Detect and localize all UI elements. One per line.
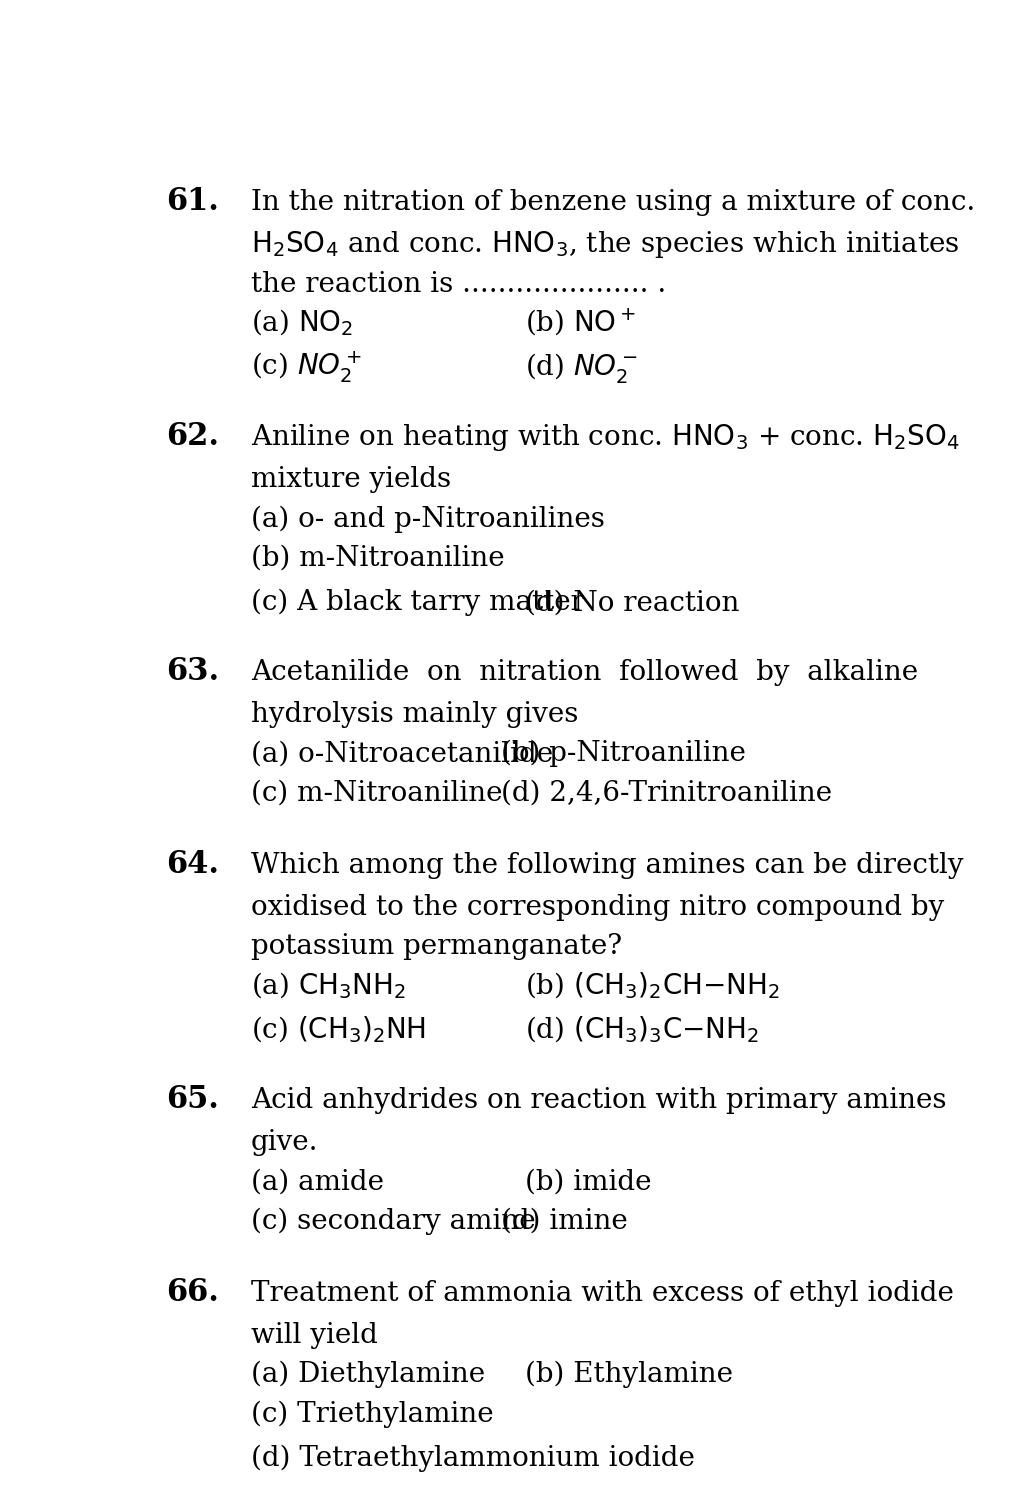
- Text: the reaction is ..................... .: the reaction is ..................... .: [251, 270, 667, 297]
- Text: 61.: 61.: [166, 186, 219, 217]
- Text: Acid anhydrides on reaction with primary amines: Acid anhydrides on reaction with primary…: [251, 1087, 946, 1114]
- Text: oxidised to the corresponding nitro compound by: oxidised to the corresponding nitro comp…: [251, 894, 944, 921]
- Text: (c) secondary amine: (c) secondary amine: [251, 1208, 536, 1235]
- Text: (c) A black tarry matter: (c) A black tarry matter: [251, 589, 584, 616]
- Text: (d) $\mathit{NO_2^-}$: (d) $\mathit{NO_2^-}$: [524, 352, 638, 385]
- Text: (b) $\mathrm{(CH_3)_2CH{-}NH_2}$: (b) $\mathrm{(CH_3)_2CH{-}NH_2}$: [524, 969, 779, 1001]
- Text: (d) Tetraethylammonium iodide: (d) Tetraethylammonium iodide: [251, 1445, 695, 1472]
- Text: (a) $\mathrm{NO_2}$: (a) $\mathrm{NO_2}$: [251, 308, 353, 338]
- Text: (d) No reaction: (d) No reaction: [524, 589, 739, 616]
- Text: 62.: 62.: [166, 421, 219, 451]
- Text: 65.: 65.: [166, 1084, 219, 1114]
- Text: (b) imide: (b) imide: [524, 1169, 651, 1196]
- Text: hydrolysis mainly gives: hydrolysis mainly gives: [251, 701, 579, 728]
- Text: (a) Diethylamine: (a) Diethylamine: [251, 1361, 485, 1388]
- Text: (b) Ethylamine: (b) Ethylamine: [524, 1361, 733, 1388]
- Text: 63.: 63.: [166, 655, 219, 687]
- Text: (c) $\mathrm{(CH_3)_2NH}$: (c) $\mathrm{(CH_3)_2NH}$: [251, 1015, 426, 1045]
- Text: (d) 2,4,6-Trinitroaniline: (d) 2,4,6-Trinitroaniline: [501, 781, 833, 806]
- Text: Treatment of ammonia with excess of ethyl iodide: Treatment of ammonia with excess of ethy…: [251, 1280, 954, 1306]
- Text: (b) m-Nitroaniline: (b) m-Nitroaniline: [251, 545, 505, 572]
- Text: Acetanilide  on  nitration  followed  by  alkaline: Acetanilide on nitration followed by alk…: [251, 658, 919, 686]
- Text: (d) $\mathrm{(CH_3)_3C{-}NH_2}$: (d) $\mathrm{(CH_3)_3C{-}NH_2}$: [524, 1015, 759, 1045]
- Text: In the nitration of benzene using a mixture of conc.: In the nitration of benzene using a mixt…: [251, 189, 975, 216]
- Text: mixture yields: mixture yields: [251, 467, 452, 492]
- Text: (a) o- and p-Nitroanilines: (a) o- and p-Nitroanilines: [251, 506, 605, 533]
- Text: give.: give.: [251, 1129, 318, 1155]
- Text: 66.: 66.: [166, 1277, 219, 1308]
- Text: $\mathrm{H_2SO_4}$ and conc. $\mathrm{HNO_3}$, the species which initiates: $\mathrm{H_2SO_4}$ and conc. $\mathrm{HN…: [251, 230, 959, 260]
- Text: (c) m-Nitroaniline: (c) m-Nitroaniline: [251, 781, 503, 806]
- Text: (a) o-Nitroacetanilide: (a) o-Nitroacetanilide: [251, 740, 553, 767]
- Text: will yield: will yield: [251, 1321, 378, 1348]
- Text: (c) Triethylamine: (c) Triethylamine: [251, 1400, 494, 1428]
- Text: Aniline on heating with conc. $\mathrm{HNO_3}$ + conc. $\mathrm{H_2SO_4}$: Aniline on heating with conc. $\mathrm{H…: [251, 423, 959, 453]
- Text: Which among the following amines can be directly: Which among the following amines can be …: [251, 852, 964, 879]
- Text: (a) amide: (a) amide: [251, 1169, 384, 1196]
- Text: potassium permanganate?: potassium permanganate?: [251, 933, 623, 960]
- Text: (b) $\mathrm{NO^+}$: (b) $\mathrm{NO^+}$: [524, 307, 636, 338]
- Text: (c) $\mathit{NO_2^+}$: (c) $\mathit{NO_2^+}$: [251, 350, 361, 385]
- Text: (a) $\mathrm{CH_3NH_2}$: (a) $\mathrm{CH_3NH_2}$: [251, 969, 406, 1001]
- Text: 64.: 64.: [166, 849, 219, 880]
- Text: (b) p-Nitroaniline: (b) p-Nitroaniline: [501, 740, 745, 767]
- Text: (d) imine: (d) imine: [501, 1208, 628, 1235]
